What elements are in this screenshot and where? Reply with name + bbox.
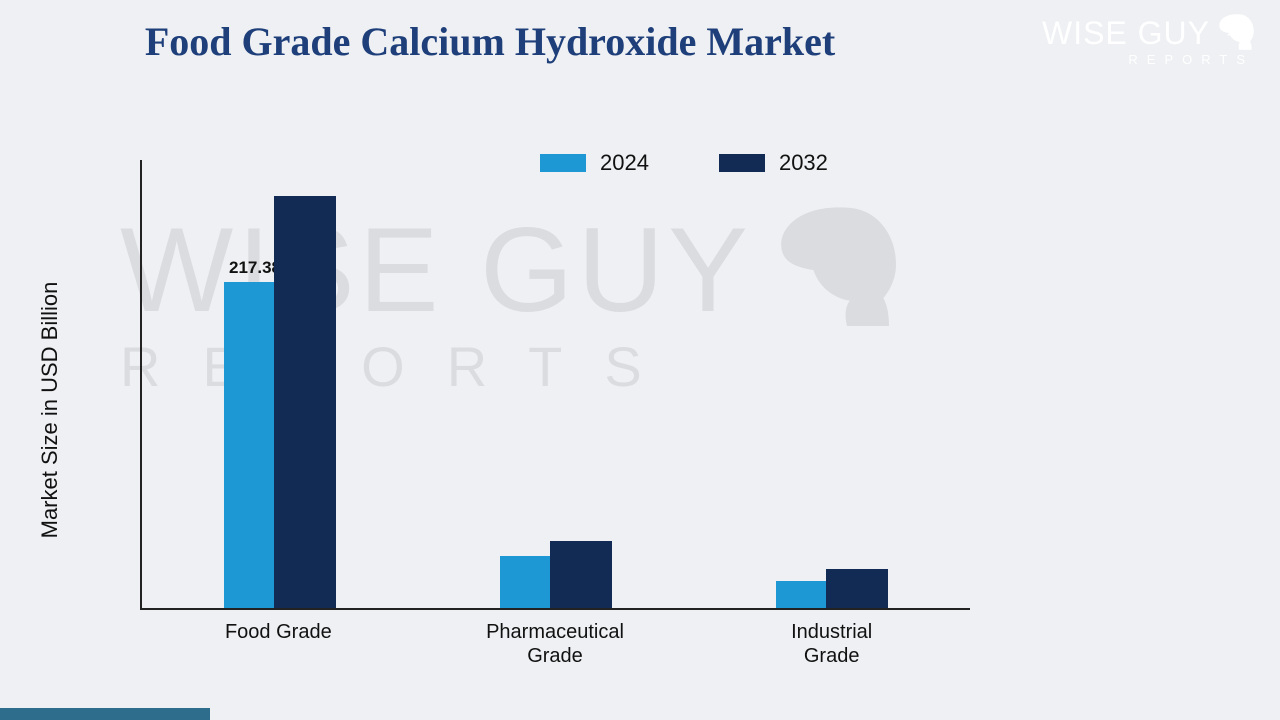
chart-title: Food Grade Calcium Hydroxide Market [60, 18, 920, 65]
bar-2032 [550, 541, 612, 609]
bar-group: 217.38 [142, 160, 418, 608]
x-axis-category: PharmaceuticalGrade [417, 614, 694, 680]
bar-group [418, 160, 694, 608]
plot-area: 217.38 [140, 160, 970, 610]
bar-2032 [274, 196, 336, 609]
chart-stage: WISE GUY REPORTS WISE GUY REPORTS Food G… [0, 0, 1280, 720]
x-axis-category: Food Grade [140, 614, 417, 680]
brain-head-icon [1216, 12, 1258, 54]
brand-logo: WISE GUY REPORTS [1042, 12, 1258, 67]
bar-2032 [826, 569, 888, 608]
bottom-accent-bar [0, 708, 210, 720]
x-axis-labels: Food GradePharmaceuticalGradeIndustrialG… [140, 614, 970, 680]
bar-chart: Market Size in USD Billion 217.38 Food G… [70, 140, 970, 680]
bar-group [694, 160, 970, 608]
brand-sub-text: REPORTS [1042, 52, 1258, 67]
x-axis-category: IndustrialGrade [693, 614, 970, 680]
bar-groups: 217.38 [142, 160, 970, 608]
y-axis-label: Market Size in USD Billion [37, 282, 63, 539]
brand-main-text: WISE GUY [1042, 15, 1210, 52]
